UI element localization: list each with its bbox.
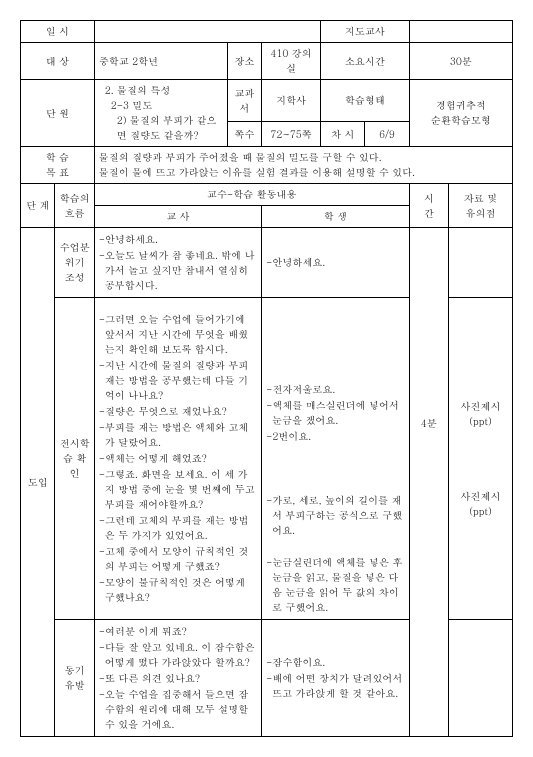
unit-line1: 2. 물질의 특성 [105,83,223,98]
notes-empty2 [449,620,513,737]
s-line: -잠수함이요. [266,655,405,670]
teacher-value [409,21,512,43]
place-label: 장소 [227,43,261,80]
target-value: 중학교 2학년 [94,43,227,80]
t-line: -액체는 어떻게 해었죠? [99,451,257,466]
notes-ppt-2: 사진제시 (ppt) [453,489,508,519]
t-line: -또 다른 의견 있나요? [99,671,257,686]
pages-value: 72~75쪽 [262,122,321,147]
period-label: 차 시 [321,122,365,147]
s-line: -액체를 매스실린더에 넣어서 눈금을 쟀어요. [266,398,405,428]
place-value: 410 강의실 [262,43,321,80]
date-label: 일 시 [21,21,95,43]
lesson-plan-table: 일 시 지도교사 대 상 중학교 2학년 장소 410 강의실 소요시간 30분… [20,20,513,737]
goal-label: 학 습 목 표 [21,147,95,184]
teacher-dialog-3: -여러분 이게 뭐죠? -다들 잘 알고 있네요. 이 잠수함은 어떻게 떴다 … [94,620,261,737]
learntype-label: 학습형태 [321,80,410,122]
activity-teacher-label: 교 사 [94,206,261,228]
unit-line2: 2-3 밀도 [105,98,223,113]
goal-line1: 물질의 질량과 부피가 주어졌을 때 물질의 밀도를 구할 수 있다. [99,150,508,165]
t-line: -그렇죠. 화면을 보세요. 이 세 가지 방법 중에 눈을 몇 번째에 두고 … [99,467,257,512]
duration-value: 30분 [409,43,512,80]
flow-climate: 수업분위기 조성 [55,228,94,298]
student-dialog-2: -전자저울로요. -액체를 매스실린더에 넣어서 눈금을 쟀어요. -2번이요.… [262,298,410,620]
unit-line3: 2) 물질의 부피가 같으면 질량도 같을까? [105,113,223,143]
t-line: -안녕하세요. [99,232,257,247]
period-value: 6/9 [365,122,409,147]
date-value [94,21,320,43]
flow-motivation: 동기 유발 [55,620,94,737]
learntype-value: 경험귀추적 순환학습모형 [409,80,512,147]
time-4min: 4분 [409,228,448,620]
goal-content: 물질의 질량과 부피가 주어졌을 때 물질의 밀도를 구할 수 있다. 물질이 … [94,147,512,184]
s-line: -2번이요. [266,429,405,444]
textbook-label: 교과서 [227,80,261,122]
s-line: -눈금실린더에 액체를 넣은 후 눈금을 읽고, 물질을 넣은 다음 눈금을 읽… [266,555,405,615]
unit-content: 2. 물질의 특성 2-3 밀도 2) 물질의 부피가 같으면 질량도 같을까? [94,80,227,147]
t-line: -부피를 재는 방법은 액체와 고체가 달랐어요. [99,420,257,450]
t-line: -여러분 이게 뭐죠? [99,624,257,639]
stage-intro: 도입 [21,228,55,737]
activity-label: 교수-학습 활동내용 [94,184,409,206]
t-line: -지난 시간에 물질의 질량과 부피 재는 방법을 공부했는데 다들 기억이 나… [99,358,257,403]
t-line: -고체 중에서 모양이 규칙적인 것의 부피는 어떻게 구했죠? [99,544,257,574]
notes-label: 자료 및 유의점 [449,184,513,228]
goal-line2: 물질이 물에 뜨고 가라앉는 이유를 실험 결과를 이용해 설명할 수 있다. [99,165,508,180]
s-line: -배에 어떤 장치가 달려있어서 뜨고 가라앉게 할 것 같아요. [266,671,405,701]
t-line: -그러면 오늘 수업에 들어가기에 앞서서 지난 시간에 무엇을 배웠는지 확인… [99,312,257,357]
target-label: 대 상 [21,43,95,80]
pages-label: 쪽수 [227,122,261,147]
t-line: -질량은 무엇으로 재었나요? [99,404,257,419]
time-empty [409,620,448,737]
notes-cell: 사진제시 (ppt) 사진제시 (ppt) [449,298,513,620]
t-line: -모양이 불규칙적인 것은 어떻게 구했나요? [99,575,257,605]
flow-label: 학습의 흐름 [55,184,94,228]
unit-label: 단 원 [21,80,95,147]
t-line: -그런데 고체의 부피를 재는 방법은 두 가지가 있었어요. [99,513,257,543]
activity-student-label: 학 생 [262,206,410,228]
flow-review: 전시학습 확인 [55,298,94,620]
textbook-value: 지학사 [262,80,321,122]
t-line: -다들 잘 알고 있네요. 이 잠수함은 어떻게 떴다 가라앉았다 할까요? [99,640,257,670]
s-line: -가로, 세로, 높이의 길이를 재서 부피구하는 공식으로 구했어요. [266,493,405,538]
teacher-label: 지도교사 [321,21,410,43]
student-dialog-1: -안녕하세요. [262,228,410,298]
t-line: -오늘도 날씨가 참 좋네요. 밖에 나가서 놀고 싶지만 참내서 열심히 공부… [99,248,257,293]
notes-ppt-1: 사진제시 (ppt) [453,399,508,429]
student-dialog-3: -잠수함이요. -배에 어떤 장치가 달려있어서 뜨고 가라앉게 할 것 같아요… [262,620,410,737]
time-label: 시 간 [409,184,448,228]
duration-label: 소요시간 [321,43,410,80]
notes-empty1 [449,228,513,298]
teacher-dialog-2: -그러면 오늘 수업에 들어가기에 앞서서 지난 시간에 무엇을 배웠는지 확인… [94,298,261,620]
s-line: -전자저울로요. [266,382,405,397]
stage-label: 단 계 [21,184,55,228]
s-line: -안녕하세요. [266,255,405,270]
t-line: -오늘 수업을 집중해서 들으면 잠수함의 원리에 대해 모두 설명할 수 있을… [99,687,257,732]
teacher-dialog-1: -안녕하세요. -오늘도 날씨가 참 좋네요. 밖에 나가서 놀고 싶지만 참내… [94,228,261,298]
